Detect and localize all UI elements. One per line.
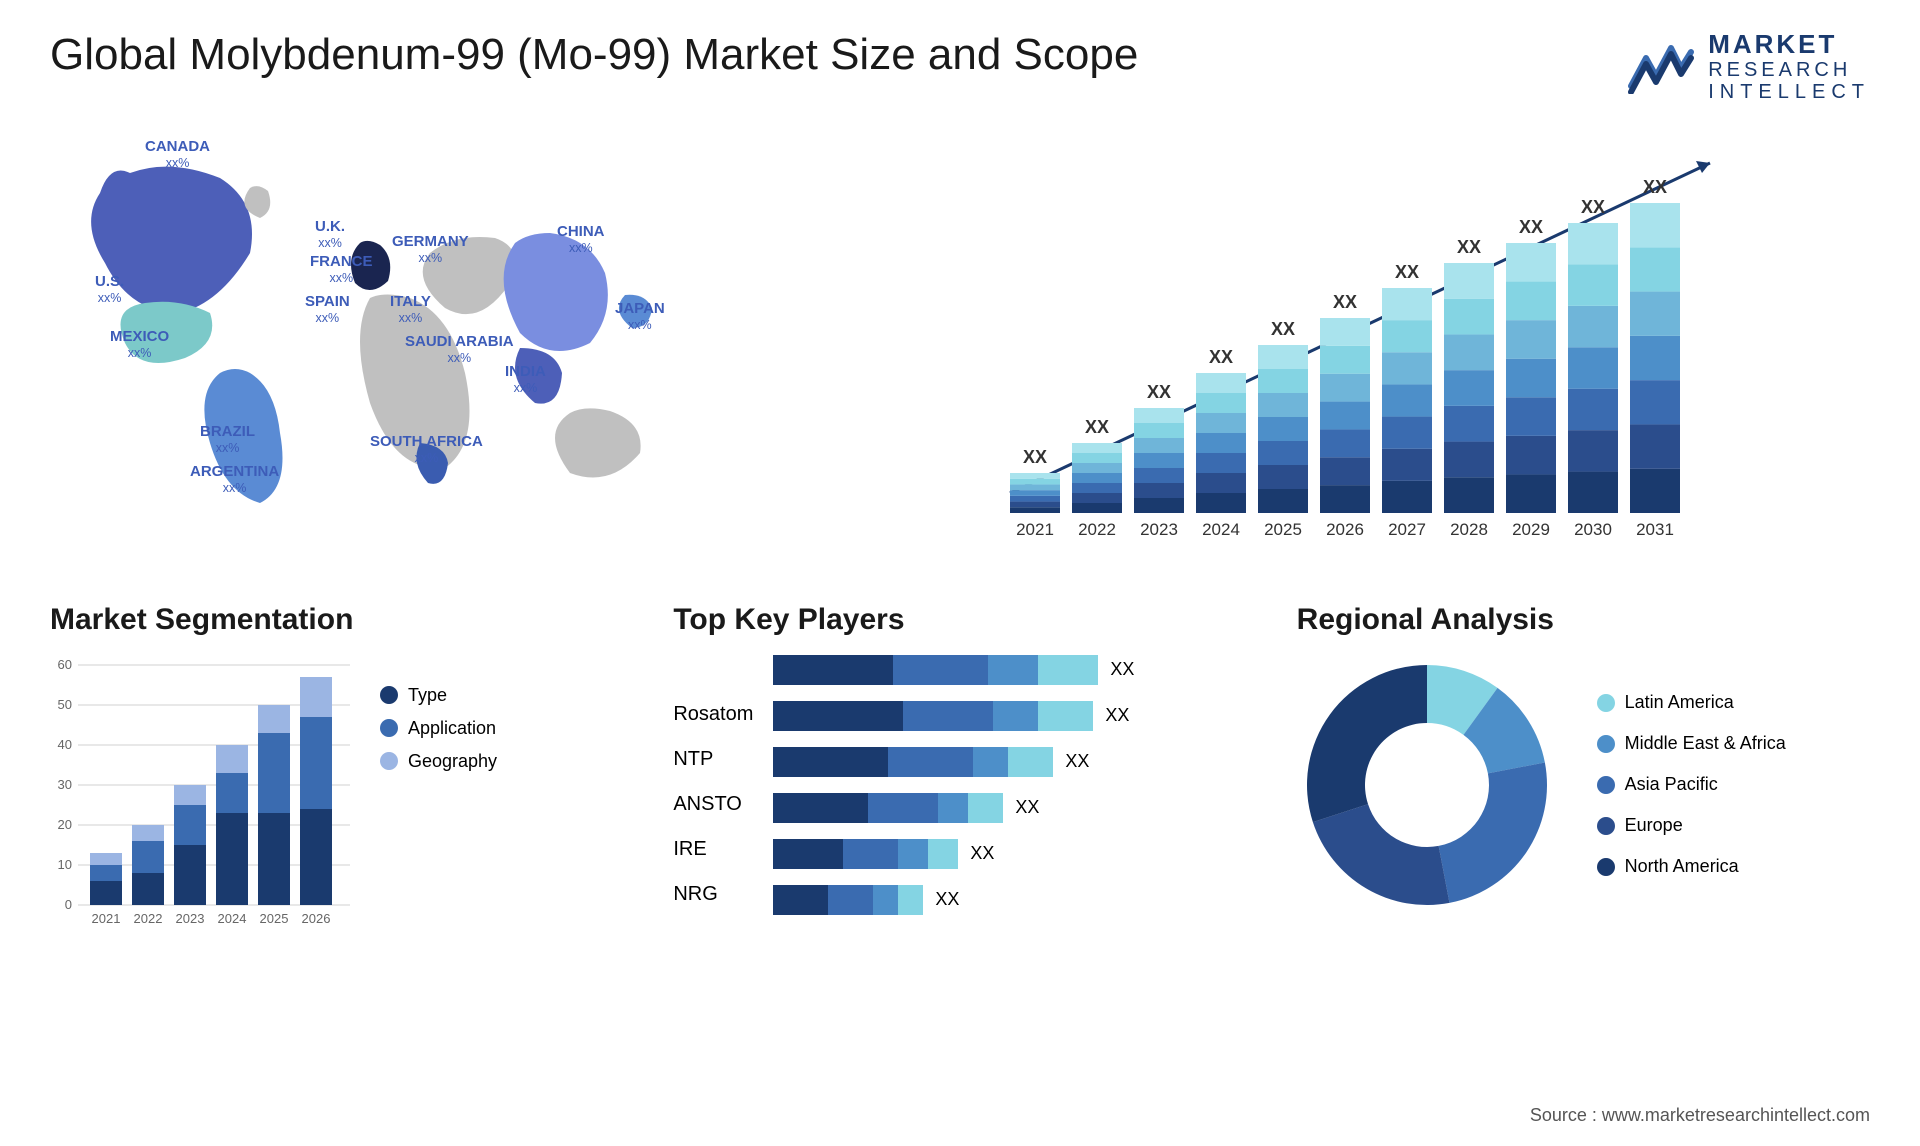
player-bar-row: XX bbox=[773, 839, 1134, 869]
map-country-label: ARGENTINAxx% bbox=[190, 463, 279, 496]
player-bar-row: XX bbox=[773, 885, 1134, 915]
logo-icon bbox=[1626, 38, 1696, 94]
svg-text:20: 20 bbox=[58, 817, 72, 832]
svg-text:2029: 2029 bbox=[1512, 520, 1550, 539]
player-bar-row: XX bbox=[773, 747, 1134, 777]
svg-text:2027: 2027 bbox=[1388, 520, 1426, 539]
svg-text:60: 60 bbox=[58, 657, 72, 672]
regional-legend-item: Asia Pacific bbox=[1597, 774, 1786, 795]
segmentation-chart-svg: 0 10 20 30 40 50 60 2021 2022 2023 2024 2025 2026 bbox=[50, 655, 350, 935]
player-name-list: Rosatom NTP ANSTO IRE NRG bbox=[673, 703, 753, 915]
regional-legend-item: Middle East & Africa bbox=[1597, 733, 1786, 754]
svg-text:XX: XX bbox=[1271, 319, 1295, 339]
players-panel: Top Key Players Rosatom NTP ANSTO IRE NRG XX… bbox=[673, 603, 1246, 935]
regional-legend-item: Latin America bbox=[1597, 692, 1786, 713]
svg-text:XX: XX bbox=[1581, 197, 1605, 217]
player-bar-list: XX XX XX XX XX XX bbox=[773, 655, 1134, 915]
svg-text:XX: XX bbox=[1457, 237, 1481, 257]
segmentation-title: Market Segmentation bbox=[50, 603, 623, 637]
map-country-label: U.S.xx% bbox=[95, 273, 124, 306]
map-country-label: SOUTH AFRICAxx% bbox=[370, 433, 483, 466]
map-country-label: GERMANYxx% bbox=[392, 233, 469, 266]
player-bar-row: XX bbox=[773, 655, 1134, 685]
svg-text:XX: XX bbox=[1209, 347, 1233, 367]
map-country-label: JAPANxx% bbox=[615, 300, 665, 333]
svg-text:2026: 2026 bbox=[1326, 520, 1364, 539]
regional-title: Regional Analysis bbox=[1297, 603, 1870, 637]
svg-text:0: 0 bbox=[65, 897, 72, 912]
svg-text:40: 40 bbox=[58, 737, 72, 752]
player-bar-row: XX bbox=[773, 701, 1134, 731]
player-bar-row: XX bbox=[773, 793, 1134, 823]
player-name: NRG bbox=[673, 883, 753, 906]
svg-text:30: 30 bbox=[58, 777, 72, 792]
svg-text:2025: 2025 bbox=[1264, 520, 1302, 539]
players-title: Top Key Players bbox=[673, 603, 1246, 637]
page-title: Global Molybdenum-99 (Mo-99) Market Size… bbox=[50, 30, 1138, 80]
map-country-label: SAUDI ARABIAxx% bbox=[405, 333, 514, 366]
growth-chart-panel: 2021 XX 2022 XX 2023 XX 2024 XX 2025 XX 2026 XX 2027… bbox=[980, 133, 1870, 563]
map-country-label: ITALYxx% bbox=[390, 293, 431, 326]
player-name: ANSTO bbox=[673, 793, 753, 816]
logo-text-3: INTELLECT bbox=[1708, 81, 1870, 103]
svg-text:XX: XX bbox=[1395, 262, 1419, 282]
logo-text-1: MARKET bbox=[1708, 30, 1870, 59]
player-name: Rosatom bbox=[673, 703, 753, 726]
svg-text:2030: 2030 bbox=[1574, 520, 1612, 539]
svg-text:XX: XX bbox=[1643, 177, 1667, 197]
svg-text:XX: XX bbox=[1147, 382, 1171, 402]
map-country-label: MEXICOxx% bbox=[110, 328, 169, 361]
growth-chart-svg: 2021 XX 2022 XX 2023 XX 2024 XX 2025 XX 2026 XX 2027… bbox=[980, 133, 1740, 563]
svg-text:2025: 2025 bbox=[260, 911, 289, 926]
logo-text-2: RESEARCH bbox=[1708, 59, 1870, 81]
segmentation-legend-item: Geography bbox=[380, 751, 497, 772]
brand-logo: MARKET RESEARCH INTELLECT bbox=[1626, 30, 1870, 103]
segmentation-legend-item: Type bbox=[380, 685, 497, 706]
svg-text:2026: 2026 bbox=[302, 911, 331, 926]
svg-text:2022: 2022 bbox=[1078, 520, 1116, 539]
svg-text:2031: 2031 bbox=[1636, 520, 1674, 539]
svg-text:50: 50 bbox=[58, 697, 72, 712]
map-country-label: BRAZILxx% bbox=[200, 423, 255, 456]
map-country-label: FRANCExx% bbox=[310, 253, 373, 286]
svg-text:2024: 2024 bbox=[1202, 520, 1240, 539]
map-country-label: CANADAxx% bbox=[145, 138, 210, 171]
svg-text:2024: 2024 bbox=[218, 911, 247, 926]
regional-donut-svg bbox=[1297, 655, 1557, 915]
svg-text:2023: 2023 bbox=[1140, 520, 1178, 539]
regional-legend-item: Europe bbox=[1597, 815, 1786, 836]
svg-text:2028: 2028 bbox=[1450, 520, 1488, 539]
map-country-label: CHINAxx% bbox=[557, 223, 605, 256]
world-map-panel: CANADAxx% U.S.xx% MEXICOxx% BRAZILxx% ARGENT… bbox=[50, 133, 940, 563]
map-country-label: INDIAxx% bbox=[505, 363, 546, 396]
map-country-label: U.K.xx% bbox=[315, 218, 345, 251]
player-name: IRE bbox=[673, 838, 753, 861]
regional-panel: Regional Analysis Latin America Middle Ea… bbox=[1297, 603, 1870, 935]
svg-text:10: 10 bbox=[58, 857, 72, 872]
svg-text:2023: 2023 bbox=[176, 911, 205, 926]
segmentation-legend-item: Application bbox=[380, 718, 497, 739]
source-text: Source : www.marketresearchintellect.com bbox=[1530, 1105, 1870, 1126]
svg-text:2021: 2021 bbox=[92, 911, 121, 926]
regional-legend-item: North America bbox=[1597, 856, 1786, 877]
regional-legend: Latin America Middle East & Africa Asia Pa… bbox=[1597, 692, 1786, 877]
svg-text:2021: 2021 bbox=[1016, 520, 1054, 539]
segmentation-panel: Market Segmentation 0 10 20 30 40 50 60 2021 202… bbox=[50, 603, 623, 935]
svg-text:XX: XX bbox=[1333, 292, 1357, 312]
svg-text:2022: 2022 bbox=[134, 911, 163, 926]
map-country-label: SPAINxx% bbox=[305, 293, 350, 326]
svg-text:XX: XX bbox=[1023, 447, 1047, 467]
svg-text:XX: XX bbox=[1085, 417, 1109, 437]
player-name: NTP bbox=[673, 748, 753, 771]
svg-text:XX: XX bbox=[1519, 217, 1543, 237]
segmentation-legend: Type Application Geography bbox=[380, 685, 497, 935]
